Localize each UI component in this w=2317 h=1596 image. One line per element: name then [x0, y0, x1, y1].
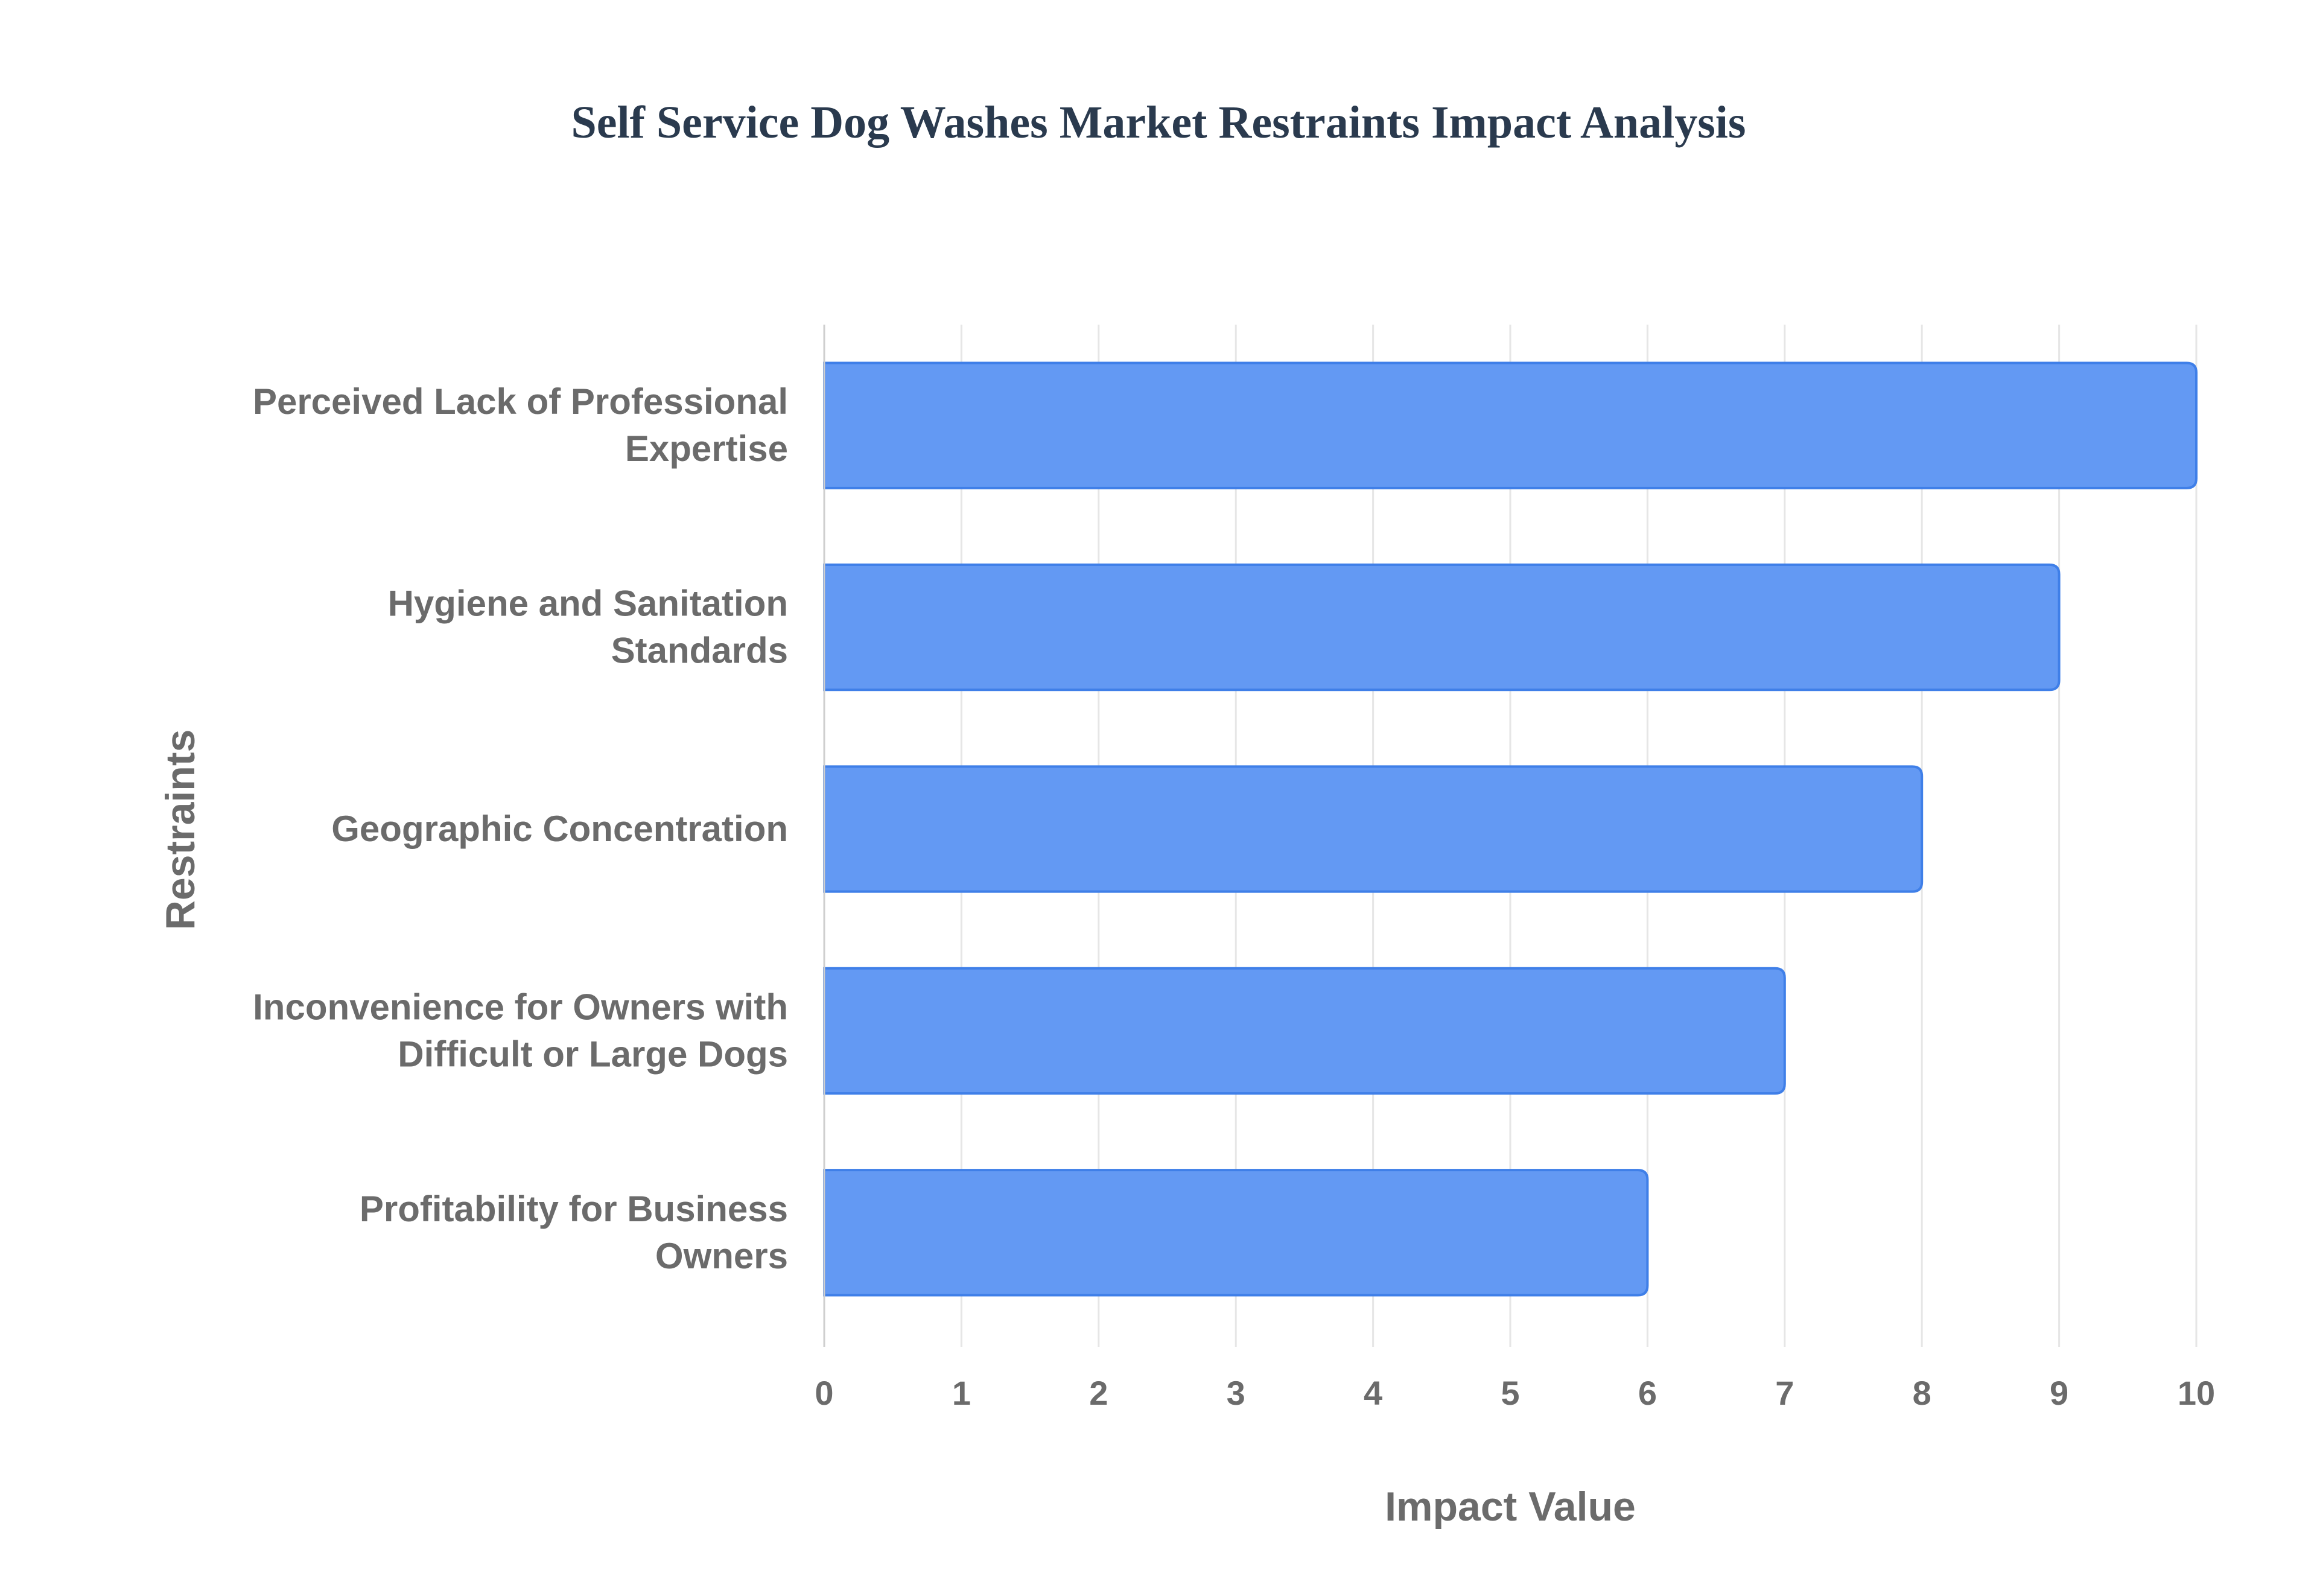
category-label-line: Owners — [655, 1236, 788, 1276]
category-label: Perceived Lack of Professional Expertise — [253, 381, 788, 469]
x-tick-label: 2 — [1089, 1374, 1108, 1412]
x-tick-label: 5 — [1501, 1374, 1519, 1412]
chart-title: Self Service Dog Washes Market Restraint… — [571, 97, 1746, 148]
x-tick-labels: 0 1 2 3 4 5 6 7 8 9 10 — [815, 1374, 2215, 1412]
x-tick-label: 1 — [952, 1374, 971, 1412]
bar — [823, 361, 2198, 489]
bar — [823, 563, 2061, 691]
category-label-line: Inconvenience for Owners with — [253, 987, 788, 1027]
bar — [823, 967, 1786, 1095]
category-label: Hygiene and Sanitation Standards — [388, 583, 788, 671]
bar — [823, 1169, 1649, 1297]
category-label-line: Profitability for Business — [360, 1189, 788, 1229]
y-axis-title: Restraints — [157, 730, 203, 930]
category-label-line: Hygiene and Sanitation — [388, 583, 788, 624]
category-label: Geographic Concentration — [331, 809, 788, 849]
bar — [823, 765, 1924, 893]
category-label: Profitability for Business Owners — [360, 1189, 788, 1276]
bars — [823, 361, 2198, 1297]
x-axis-title: Impact Value — [1385, 1484, 1636, 1530]
category-label-line: Difficult or Large Dogs — [398, 1034, 788, 1074]
x-tick-label: 3 — [1227, 1374, 1245, 1412]
x-tick-label: 8 — [1913, 1374, 1931, 1412]
category-labels: Perceived Lack of Professional Expertise H… — [253, 381, 788, 1276]
x-tick-label: 4 — [1364, 1374, 1382, 1412]
x-tick-label: 7 — [1775, 1374, 1794, 1412]
category-label-line: Standards — [611, 631, 788, 671]
category-label-line: Perceived Lack of Professional — [253, 381, 788, 422]
category-label-line: Expertise — [625, 428, 788, 469]
x-tick-label: 9 — [2050, 1374, 2068, 1412]
x-tick-label: 6 — [1638, 1374, 1657, 1412]
x-tick-label: 0 — [815, 1374, 833, 1412]
category-label: Inconvenience for Owners with Difficult o… — [253, 987, 788, 1074]
category-label-line: Geographic Concentration — [331, 809, 788, 849]
x-tick-label: 10 — [2178, 1374, 2215, 1412]
